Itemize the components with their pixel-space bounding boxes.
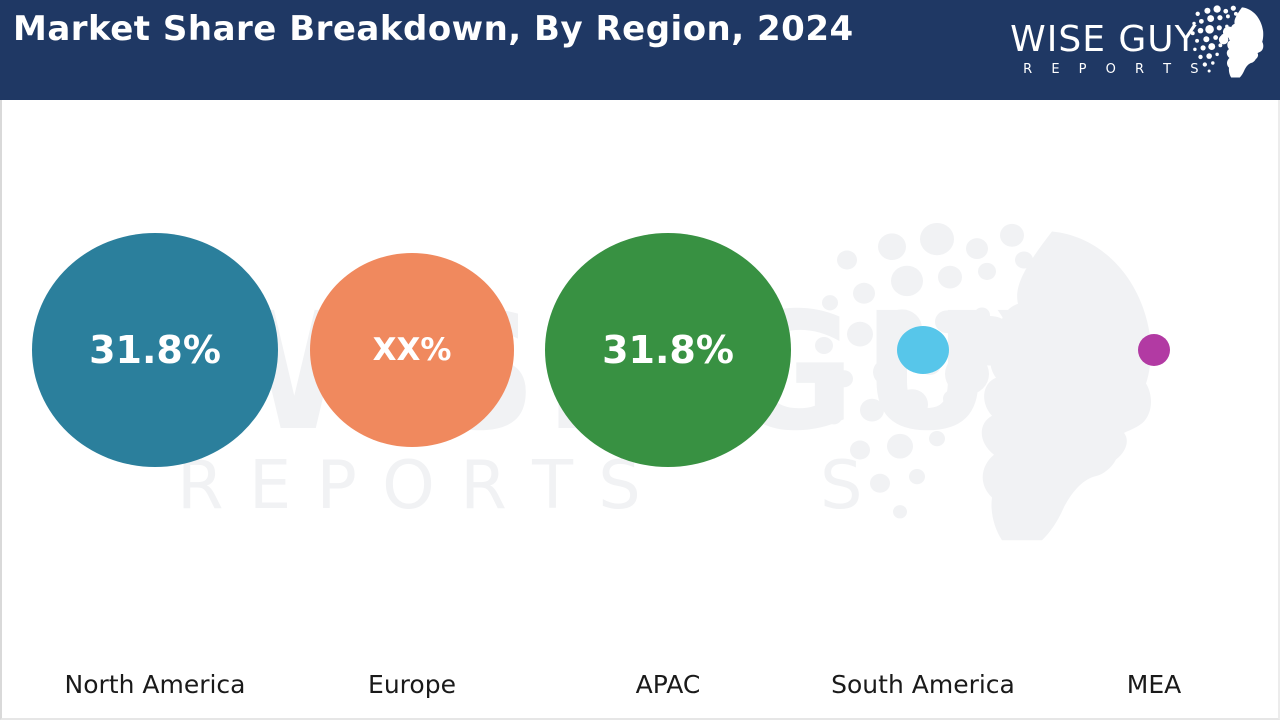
bubble-value-apac: 31.8% — [602, 328, 734, 372]
bubble-apac: 31.8% — [545, 233, 791, 467]
bubble-mea — [1138, 334, 1170, 366]
bubble-north-america: 31.8% — [32, 233, 278, 467]
label-apac: APAC — [635, 670, 701, 699]
logo-wordmark-sub: R E P O R T S — [1023, 62, 1206, 77]
watermark-reports-text: R E P O R T S — [177, 446, 643, 524]
label-north-america: North America — [64, 670, 246, 699]
bubble-value-north-america: 31.8% — [89, 328, 221, 372]
bubble-south-america — [897, 326, 949, 374]
logo-head-icon — [1190, 5, 1264, 78]
page-title: Market Share Breakdown, By Region, 2024 — [13, 9, 854, 49]
logo-wordmark: WISE GUY R E P O R T S — [1010, 19, 1206, 78]
label-south-america: South America — [831, 670, 1015, 699]
bubble-value-europe: XX% — [372, 332, 452, 368]
brand-logo: WISE GUY R E P O R T S — [1010, 5, 1270, 86]
label-mea: MEA — [1126, 670, 1182, 699]
logo-wordmark-main: WISE GUY — [1010, 19, 1198, 60]
header-bar: Market Share Breakdown, By Region, 2024 … — [0, 0, 1280, 100]
chart-area: WISE GUY R E P O R T S S 31.8%XX%31.8% N… — [0, 100, 1280, 720]
bubble-europe: XX% — [310, 253, 514, 447]
watermark-head-icon — [815, 222, 1151, 541]
watermark-extra-letter: S — [820, 446, 863, 524]
label-europe: Europe — [368, 670, 456, 699]
